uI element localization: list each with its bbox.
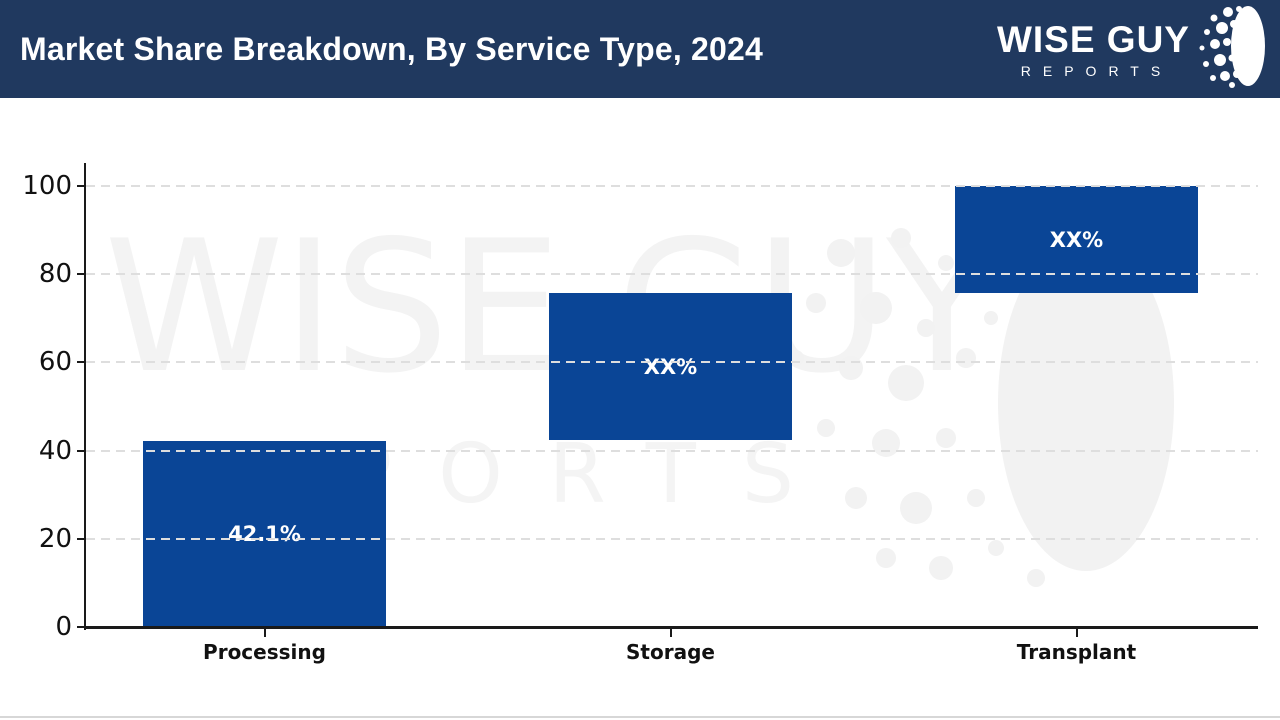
gridline-100 <box>86 185 1258 187</box>
x-tick-mark-transplant <box>1075 629 1078 637</box>
x-tick-label-storage: Storage <box>626 640 715 664</box>
brand-logo: WISE GUY REPORTS <box>997 4 1266 94</box>
brand-logo-text: WISE GUY REPORTS <box>997 21 1190 78</box>
gridline-60 <box>86 361 1258 364</box>
gridline-40 <box>86 449 1258 452</box>
bar-value-label-storage: XX% <box>643 354 698 379</box>
x-tick-label-transplant: Transplant <box>1016 640 1137 664</box>
y-tick-label-60: 60 <box>38 347 72 378</box>
y-axis-spine <box>84 163 86 630</box>
y-tick-label-40: 40 <box>38 435 72 466</box>
bar-transplant: XX% <box>955 186 1198 294</box>
bar-value-label-processing: 42.1% <box>228 522 301 547</box>
y-tick-mark-80 <box>77 273 85 276</box>
footer-divider <box>0 716 1280 718</box>
bar-processing: 42.1% <box>143 441 386 627</box>
logo-face-icon <box>1192 4 1266 94</box>
x-tick-label-processing: Processing <box>203 640 326 664</box>
page-title: Market Share Breakdown, By Service Type,… <box>20 30 763 67</box>
header: Market Share Breakdown, By Service Type,… <box>0 0 1280 98</box>
gridline-80 <box>86 273 1258 276</box>
y-tick-mark-100 <box>77 185 85 187</box>
gridline-20 <box>86 537 1258 540</box>
x-tick-mark-processing <box>263 629 266 637</box>
y-tick-mark-40 <box>77 449 85 452</box>
y-tick-label-20: 20 <box>38 523 72 554</box>
brand-subtitle: REPORTS <box>1020 62 1173 79</box>
bar-storage: XX% <box>549 293 792 440</box>
y-tick-mark-20 <box>77 537 85 540</box>
y-tick-label-80: 80 <box>38 259 72 290</box>
x-axis-spine <box>84 626 1258 629</box>
x-tick-mark-storage <box>669 629 672 637</box>
y-tick-mark-0 <box>77 626 85 628</box>
y-tick-label-0: 0 <box>55 612 72 642</box>
y-tick-label-100: 100 <box>22 171 72 201</box>
brand-name: WISE GUY <box>996 18 1190 60</box>
bar-value-label-transplant: XX% <box>1049 227 1104 252</box>
y-tick-mark-60 <box>77 361 85 364</box>
